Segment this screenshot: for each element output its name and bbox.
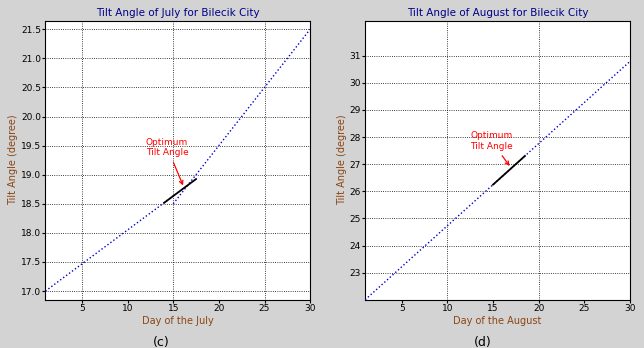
Y-axis label: Tilt Angle (degree): Tilt Angle (degree) — [337, 115, 346, 205]
Title: Tilt Angle of July for Bilecik City: Tilt Angle of July for Bilecik City — [96, 8, 260, 18]
Title: Tilt Angle of August for Bilecik City: Tilt Angle of August for Bilecik City — [407, 8, 589, 18]
Text: (d): (d) — [474, 336, 492, 348]
Text: Optimum
Tilt Angle: Optimum Tilt Angle — [470, 131, 513, 165]
Text: (c): (c) — [153, 336, 169, 348]
X-axis label: Day of the August: Day of the August — [453, 316, 542, 326]
Text: Optimum
Tilt Angle: Optimum Tilt Angle — [146, 138, 189, 184]
Y-axis label: Tilt Angle (degree): Tilt Angle (degree) — [8, 115, 18, 205]
X-axis label: Day of the July: Day of the July — [142, 316, 214, 326]
